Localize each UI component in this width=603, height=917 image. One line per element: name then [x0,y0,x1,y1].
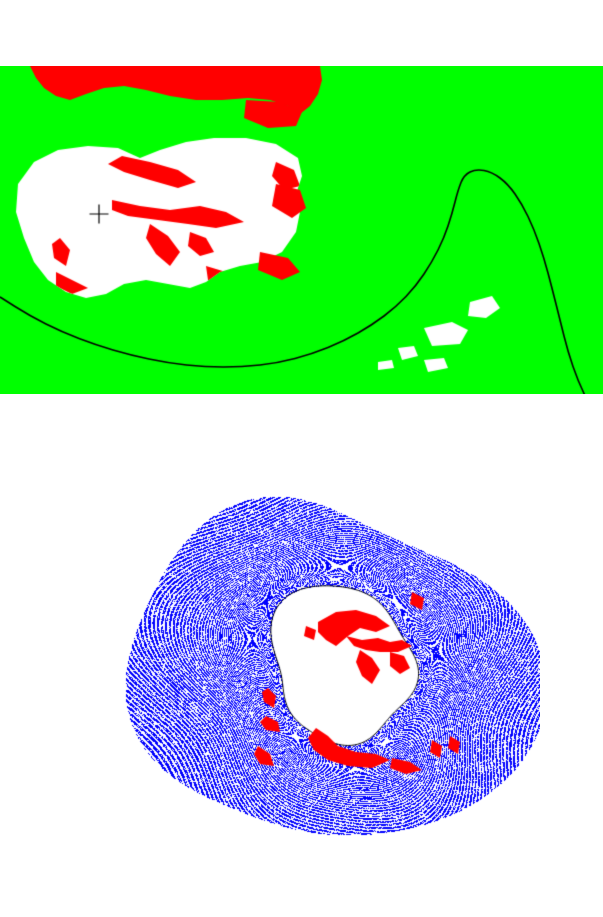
rectangular-contour-panel [0,66,603,394]
ovoid-contour-panel [60,440,540,917]
